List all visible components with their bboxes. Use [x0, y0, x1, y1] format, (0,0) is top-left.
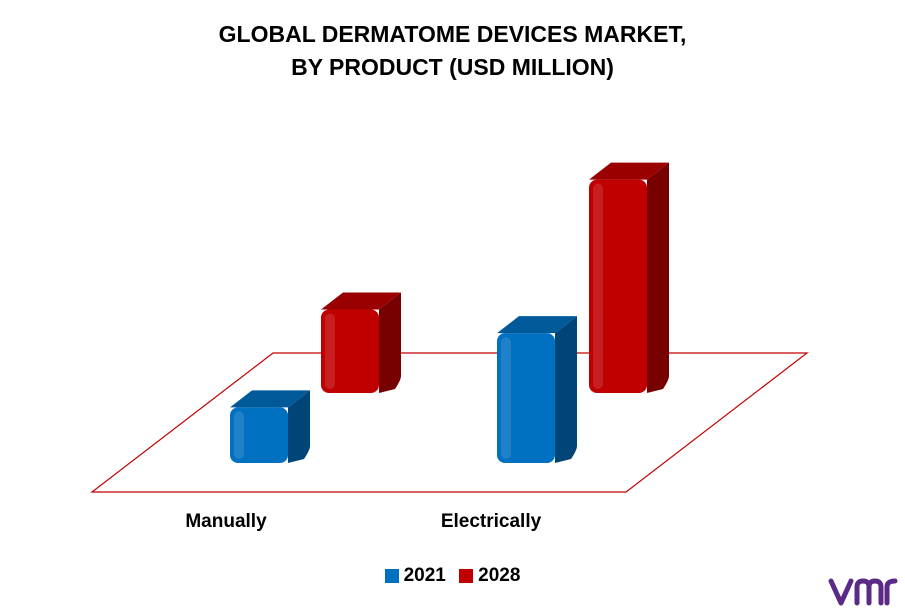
- chart-title: GLOBAL DERMATOME DEVICES MARKET, BY PROD…: [0, 18, 905, 84]
- bar-manually-2028-side: [379, 292, 401, 393]
- bar-manually-2028-front: [321, 309, 379, 393]
- bar-group: [230, 162, 669, 463]
- bar-manually-2028-top: [321, 292, 401, 310]
- category-label-electrically: Electrically: [441, 511, 542, 532]
- legend-swatch-2028: [459, 569, 474, 583]
- category-label-manually: Manually: [185, 511, 267, 532]
- bar-electrically-2028-side: [647, 162, 669, 393]
- legend-label-2028: 2028: [478, 565, 521, 586]
- bar-electrically-2028-front: [589, 179, 647, 393]
- legend-item-2021: 2021: [384, 565, 446, 587]
- chart-title-line-1: GLOBAL DERMATOME DEVICES MARKET,: [218, 21, 687, 47]
- bar-manually-2021: [230, 390, 310, 463]
- bar-manually-2021-highlight: [234, 411, 244, 459]
- bar-electrically-2021-top: [497, 316, 577, 334]
- legend-label-2021: 2021: [403, 565, 446, 586]
- chart-floor: [90, 352, 809, 493]
- legend-item-2028: 2028: [459, 565, 520, 587]
- bar-electrically-2021-side: [555, 316, 577, 463]
- chart-title-line-2: BY PRODUCT (USD MILLION): [291, 54, 614, 80]
- bar-manually-2028-highlight: [325, 313, 335, 389]
- bar-manually-2028: [321, 292, 401, 393]
- vmr-logo-icon: [828, 578, 898, 606]
- bar-manually-2021-top: [230, 390, 310, 408]
- bar-electrically-2021: [497, 316, 577, 463]
- legend: 2021 2028: [0, 565, 905, 589]
- bar-manually-2021-side: [288, 390, 310, 463]
- bar-electrically-2028-highlight: [593, 183, 603, 389]
- bar-manually-2021-front: [230, 407, 288, 463]
- bar-electrically-2021-front: [497, 333, 555, 463]
- bar-electrically-2028: [589, 162, 669, 393]
- legend-swatch-2021: [384, 569, 399, 583]
- bar-electrically-2028-top: [589, 162, 669, 180]
- bar-electrically-2021-highlight: [501, 337, 511, 459]
